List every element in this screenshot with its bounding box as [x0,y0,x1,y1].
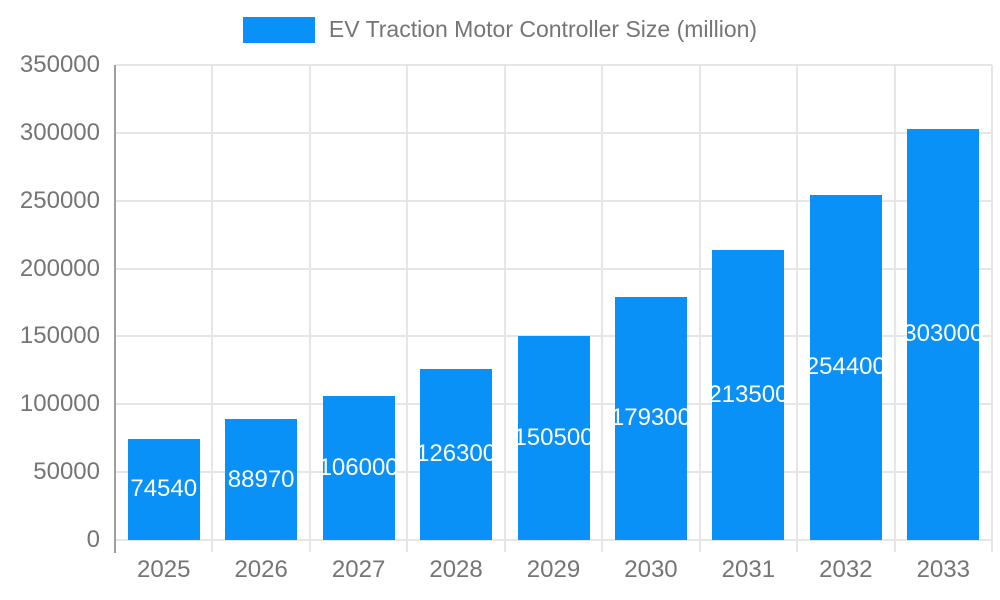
y-axis-tick-label: 150000 [19,322,100,350]
gridline-vertical [698,65,701,540]
x-axis-tick-label: 2029 [526,556,581,583]
x-axis-tick-label: 2026 [234,556,288,583]
gridline-vertical [893,65,896,540]
x-axis-tick-label: 2031 [721,556,776,583]
bar-value-label: 74540 [130,475,198,503]
gridline-vertical [601,65,604,540]
x-axis-tick-label: 2033 [916,556,970,583]
legend-label: EV Traction Motor Controller Size (milli… [328,16,758,42]
gridline-vertical [308,65,311,540]
y-axis-tick-label: 250000 [19,186,100,214]
x-axis-tick-label: 2028 [429,556,483,583]
y-axis-tick-label: 200000 [19,254,100,282]
plot-area: 74540 88970 106000 126300 150500 179300 213500… [115,64,993,541]
bar: 88970 [225,419,298,540]
bar-value-label: 213500 [708,381,789,409]
gridline-horizontal [115,267,992,270]
bar-value-label: 179300 [610,404,691,432]
gridline-vertical [211,65,214,540]
x-axis-tick [991,540,993,552]
x-axis-tick-label: 2027 [331,556,386,583]
bar: 126300 [416,368,496,540]
bar-value-label: 126300 [416,440,497,468]
bar: 213500 [708,250,788,540]
bar-value-label: 303000 [903,320,984,348]
legend-swatch [242,16,315,43]
x-axis-tick [893,540,896,552]
gridline-vertical [991,65,993,540]
y-axis-line [114,65,116,553]
bar: 150500 [513,335,594,540]
x-axis-tick [308,540,311,552]
gridline-vertical [406,65,409,540]
bar: 106000 [319,396,399,540]
x-axis-tick [211,540,214,552]
bar: 179300 [611,296,691,540]
bar-value-label: 106000 [318,454,399,482]
gridline-horizontal [115,64,992,66]
x-axis-tick [698,540,701,552]
gridline-horizontal [115,131,992,134]
x-axis-tick [601,540,604,552]
x-axis-tick [406,540,409,552]
gridline-horizontal [115,199,992,202]
gridline-vertical [503,65,506,540]
x-axis-tick-label: 2032 [819,556,873,583]
y-axis-tick-label: 50000 [33,458,100,486]
gridline-vertical [796,65,799,540]
x-axis-tick [503,540,506,552]
y-axis-tick-label: 0 [86,526,100,553]
x-axis-tick [796,540,799,552]
gridline-horizontal [115,539,992,541]
y-axis-tick-label: 300000 [19,118,100,146]
x-axis-tick-label: 2025 [137,556,191,583]
bar: 74540 [127,438,200,540]
x-axis-tick-label: 2030 [624,556,678,583]
chart-legend: EV Traction Motor Controller Size (milli… [0,16,1000,43]
bar-value-label: 150500 [513,423,594,451]
y-axis-tick-label: 100000 [19,390,100,418]
x-axis-tick [114,540,116,552]
bar-value-label: 88970 [227,465,295,493]
bar: 303000 [903,128,983,540]
bar: 254400 [806,194,886,540]
bar-value-label: 254400 [805,353,886,381]
y-axis-tick-label: 350000 [19,51,100,78]
